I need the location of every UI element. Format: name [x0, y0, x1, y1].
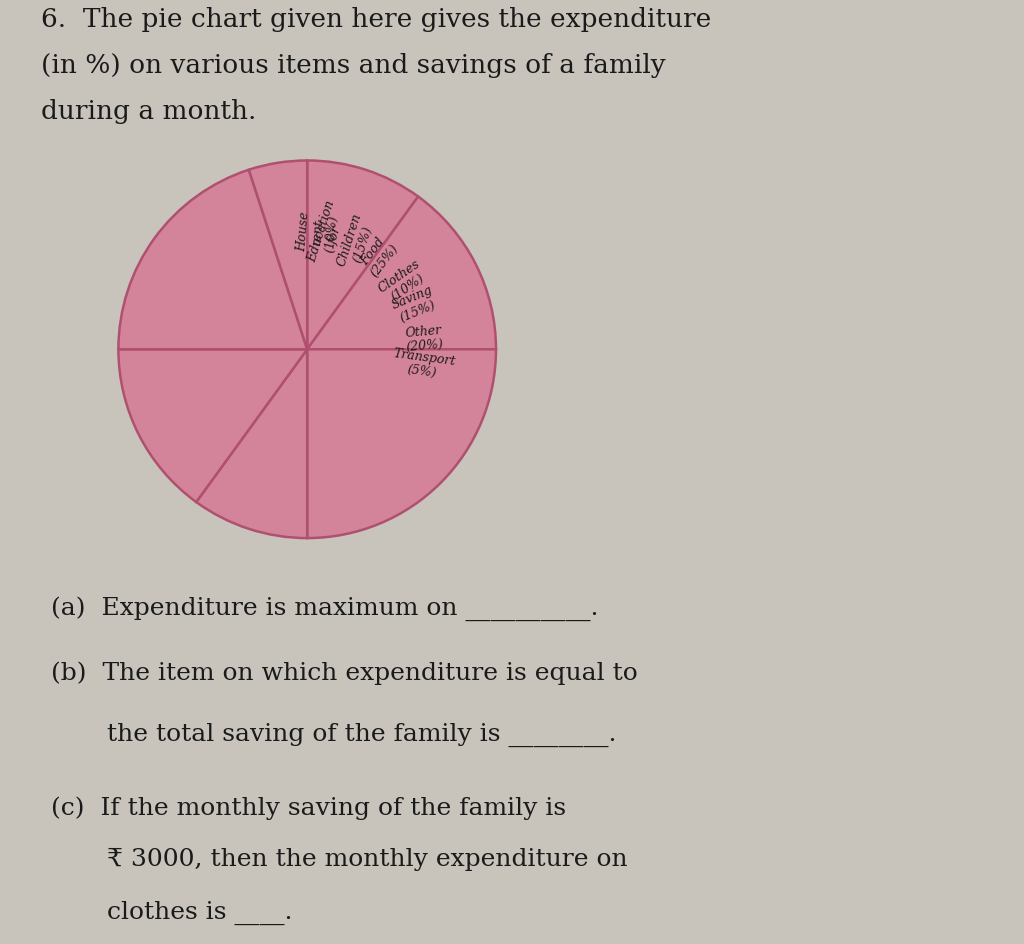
Text: the total saving of the family is ________.: the total saving of the family is ______… [51, 722, 616, 747]
Wedge shape [119, 170, 307, 349]
Text: (a)  Expenditure is maximum on __________.: (a) Expenditure is maximum on __________… [51, 597, 599, 621]
Text: Food
(25%): Food (25%) [356, 233, 400, 279]
Text: (b)  The item on which expenditure is equal to: (b) The item on which expenditure is equ… [51, 662, 638, 685]
Wedge shape [307, 196, 496, 349]
Text: ₹ 3000, then the monthly expenditure on: ₹ 3000, then the monthly expenditure on [51, 849, 628, 871]
Wedge shape [307, 349, 496, 538]
Text: Education
for
Children
(15%): Education for Children (15%) [306, 198, 379, 277]
Text: (in %) on various items and savings of a family: (in %) on various items and savings of a… [41, 53, 666, 77]
Wedge shape [307, 160, 418, 349]
Text: Saving
(15%): Saving (15%) [390, 283, 440, 326]
Text: Transport
(5%): Transport (5%) [390, 346, 456, 382]
Wedge shape [119, 349, 307, 502]
Text: House
rent
(10%): House rent (10%) [295, 211, 340, 255]
Wedge shape [197, 349, 307, 538]
Text: (c)  If the monthly saving of the family is: (c) If the monthly saving of the family … [51, 797, 566, 820]
Text: clothes is ____.: clothes is ____. [51, 901, 293, 925]
Text: 6.  The pie chart given here gives the expenditure: 6. The pie chart given here gives the ex… [41, 7, 712, 31]
Wedge shape [249, 160, 307, 349]
Text: during a month.: during a month. [41, 99, 256, 124]
Text: Other
(20%): Other (20%) [403, 324, 443, 354]
Text: Clothes
(10%): Clothes (10%) [376, 257, 430, 307]
